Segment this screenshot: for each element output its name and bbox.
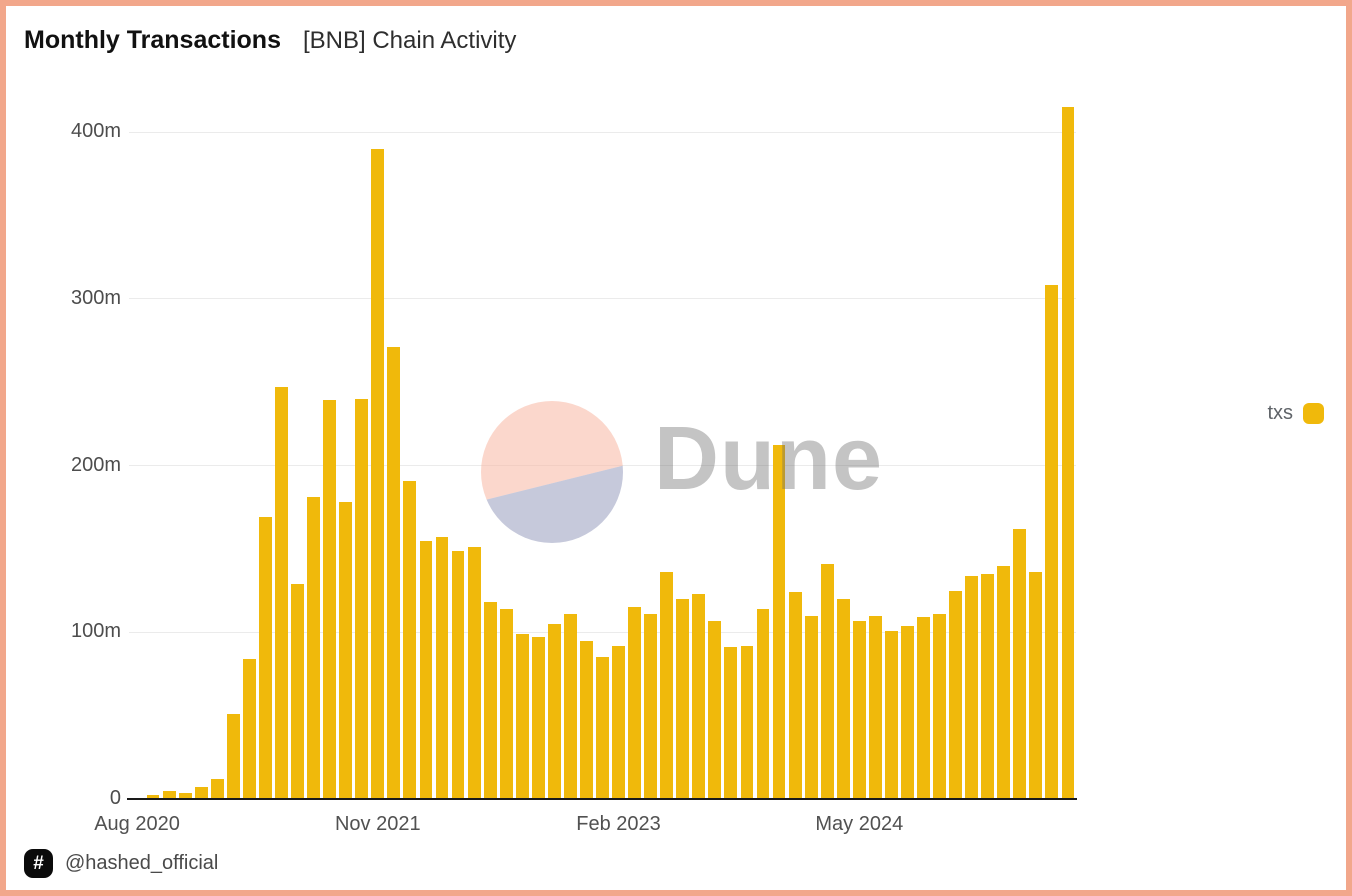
- bar-jun-2023[interactable]: [676, 598, 690, 799]
- bar-apr-2022[interactable]: [451, 550, 465, 799]
- bar-dec-2020[interactable]: [194, 787, 208, 799]
- attribution: # @hashed_official: [24, 849, 218, 878]
- hashed-logo-icon: #: [24, 849, 53, 878]
- bar-dec-2022[interactable]: [580, 640, 593, 799]
- bar-oct-2021[interactable]: [355, 398, 369, 799]
- plot-area: 0 100m 200m 300m 400m Aug 2020 Nov 2021 Feb 202…: [6, 6, 1346, 890]
- x-axis-tick-label: May 2024: [815, 813, 904, 835]
- bar-feb-2022[interactable]: [419, 540, 433, 799]
- bar-aug-2022[interactable]: [515, 633, 529, 799]
- bar-may-2025[interactable]: [1045, 285, 1059, 799]
- bar-mar-2025[interactable]: [1013, 528, 1027, 799]
- y-axis-tick-label: 200m: [70, 453, 121, 476]
- bar-aug-2021[interactable]: [323, 400, 337, 799]
- bar-jun-2021[interactable]: [291, 583, 304, 799]
- legend-item-txs-label[interactable]: txs: [1267, 402, 1293, 424]
- bar-jan-2021[interactable]: [210, 778, 224, 799]
- bar-apr-2024[interactable]: [836, 598, 850, 799]
- x-axis-tick-label: Feb 2023: [576, 813, 661, 835]
- bar-may-2023[interactable]: [660, 572, 674, 799]
- bar-apr-2023[interactable]: [644, 613, 658, 799]
- bar-feb-2021[interactable]: [226, 713, 240, 799]
- bar-jul-2021[interactable]: [307, 497, 320, 799]
- bar-aug-2024[interactable]: [901, 625, 914, 799]
- bar-oct-2022[interactable]: [547, 623, 561, 799]
- y-axis-tick-label: 400m: [70, 120, 121, 142]
- bar-jul-2022[interactable]: [499, 608, 513, 799]
- bar-may-2024[interactable]: [852, 620, 866, 799]
- bar-mar-2024[interactable]: [820, 563, 834, 799]
- bar-oct-2020[interactable]: [162, 791, 176, 799]
- bar-apr-2021[interactable]: [259, 517, 272, 799]
- bar-sep-2020[interactable]: [146, 794, 160, 799]
- legend-item-txs-swatch[interactable]: [1303, 403, 1324, 424]
- bar-jan-2022[interactable]: [403, 480, 417, 799]
- y-axis-tick-label: 300m: [70, 286, 121, 309]
- bar-nov-2022[interactable]: [563, 613, 577, 799]
- y-axis-tick-label: 0: [109, 787, 121, 809]
- bar-oct-2023[interactable]: [740, 645, 754, 799]
- x-axis-line: [127, 798, 1077, 800]
- x-axis-tick-label: Aug 2020: [94, 813, 180, 835]
- bar-jan-2025[interactable]: [981, 573, 995, 799]
- bar-jun-2022[interactable]: [483, 602, 497, 799]
- bar-jan-2024[interactable]: [788, 592, 802, 799]
- chart-title: Monthly Transactions: [24, 26, 281, 54]
- bar-jun-2025[interactable]: [1061, 106, 1075, 799]
- bar-sep-2024[interactable]: [917, 617, 930, 799]
- bar-jan-2023[interactable]: [596, 657, 609, 799]
- bar-may-2021[interactable]: [275, 387, 288, 799]
- bar-dec-2023[interactable]: [772, 445, 786, 799]
- bar-dec-2021[interactable]: [387, 347, 401, 799]
- bar-jul-2023[interactable]: [692, 593, 706, 799]
- bar-nov-2020[interactable]: [178, 793, 192, 799]
- bar-aug-2023[interactable]: [708, 620, 722, 799]
- bar-mar-2021[interactable]: [242, 658, 256, 799]
- bar-feb-2024[interactable]: [804, 615, 818, 799]
- bar-apr-2025[interactable]: [1029, 572, 1043, 799]
- bar-dec-2024[interactable]: [965, 575, 979, 799]
- bar-may-2022[interactable]: [467, 547, 481, 799]
- legend: txs: [1267, 402, 1324, 425]
- bar-sep-2022[interactable]: [531, 637, 545, 799]
- bar-sep-2023[interactable]: [724, 647, 738, 799]
- bar-nov-2024[interactable]: [949, 590, 963, 799]
- y-axis-tick-label: 100m: [70, 620, 121, 643]
- bar-nov-2021[interactable]: [371, 148, 385, 799]
- bar-nov-2023[interactable]: [756, 608, 770, 799]
- attribution-handle: @hashed_official: [65, 852, 219, 874]
- gridline-y-300m: [129, 298, 1076, 300]
- gridline-y-200m: [129, 465, 1076, 466]
- bar-mar-2022[interactable]: [435, 537, 449, 799]
- chart-subtitle: [BNB] Chain Activity: [302, 27, 517, 54]
- bar-feb-2023[interactable]: [612, 645, 625, 799]
- bar-mar-2023[interactable]: [628, 607, 642, 799]
- bar-jun-2024[interactable]: [868, 615, 882, 799]
- bar-feb-2025[interactable]: [997, 565, 1011, 799]
- bar-jul-2024[interactable]: [884, 630, 898, 799]
- bar-oct-2024[interactable]: [933, 613, 946, 799]
- gridline-y-100m: [129, 631, 1076, 633]
- bar-sep-2021[interactable]: [339, 502, 353, 799]
- x-axis-tick-label: Nov 2021: [334, 813, 421, 835]
- gridline-y-400m: [129, 131, 1076, 133]
- chart-header: Monthly Transactions [BNB] Chain Activity: [24, 26, 516, 55]
